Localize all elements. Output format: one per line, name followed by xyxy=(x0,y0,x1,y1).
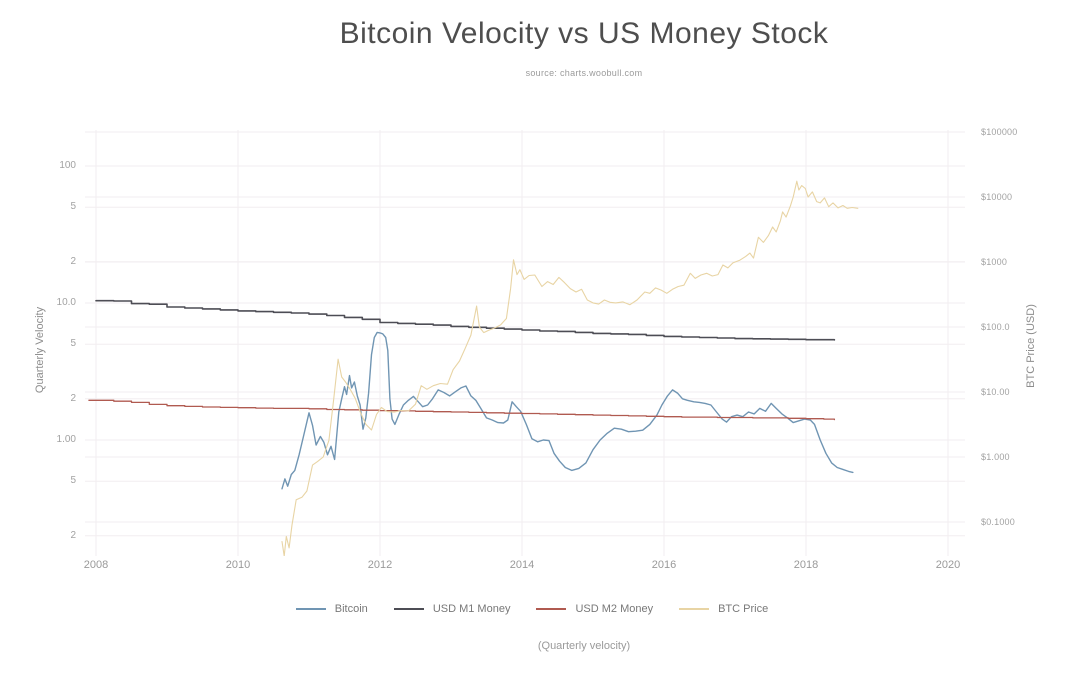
y-left-tick-label: 2 xyxy=(70,529,76,541)
y-right-tick-label: $1.000 xyxy=(981,452,1010,462)
y-right-tick-label: $10.00 xyxy=(981,387,1010,397)
legend-label-bitcoin: Bitcoin xyxy=(334,603,368,615)
chart-legend: Bitcoin USD M1 Money USD M2 Money BTC Pr… xyxy=(0,600,1064,618)
legend-swatch-usd-m1-money xyxy=(393,608,424,610)
y-right-tick-label: $100000 xyxy=(981,127,1018,137)
y-right-tick-label: $100.0 xyxy=(981,322,1010,332)
chart-caption: (Quarterly velocity) xyxy=(537,640,631,652)
legend-item-usd-m1-money[interactable]: USD M1 Money xyxy=(393,603,511,615)
y-right-tick-label: $10000 xyxy=(981,192,1013,202)
y-left-tick-label: 1.00 xyxy=(56,434,76,445)
x-axis-tick-label: 2014 xyxy=(509,559,535,571)
legend-swatch-bitcoin xyxy=(295,608,326,610)
legend-item-usd-m2-money[interactable]: USD M2 Money xyxy=(536,603,653,615)
legend-swatch-btc-price xyxy=(679,608,710,610)
y-left-tick-label: 10.0 xyxy=(56,297,76,308)
x-axis-tick-label: 2008 xyxy=(83,559,109,571)
y-left-tick-label: 5 xyxy=(70,475,76,487)
y-left-tick-label: 2 xyxy=(70,255,76,267)
y-left-tick-label: 2 xyxy=(70,392,76,404)
x-axis-tick-label: 2020 xyxy=(935,559,961,571)
legend-item-btc-price[interactable]: BTC Price xyxy=(679,603,768,615)
legend-label-btc-price: BTC Price xyxy=(718,603,769,615)
legend-label-usd-m1-money: USD M1 Money xyxy=(432,603,511,615)
y-left-tick-label: 100 xyxy=(59,160,76,171)
chart-source: source: charts.woobull.com xyxy=(525,68,643,78)
x-axis-tick-label: 2016 xyxy=(651,559,677,571)
y-left-tick-label: 5 xyxy=(70,338,76,350)
y-left-tick-label: 5 xyxy=(70,201,76,213)
x-axis-tick-label: 2010 xyxy=(225,559,251,571)
x-axis-tick-label: 2018 xyxy=(793,559,819,571)
x-axis-tick-label: 2012 xyxy=(367,559,393,571)
legend-item-bitcoin[interactable]: Bitcoin xyxy=(295,603,368,615)
page-title: Bitcoin Velocity vs US Money Stock xyxy=(339,17,829,50)
legend-swatch-usd-m2-money xyxy=(536,608,567,610)
y-right-tick-label: $1000 xyxy=(981,257,1008,267)
y-right-tick-label: $0.1000 xyxy=(981,517,1015,527)
legend-label-usd-m2-money: USD M2 Money xyxy=(575,603,654,615)
